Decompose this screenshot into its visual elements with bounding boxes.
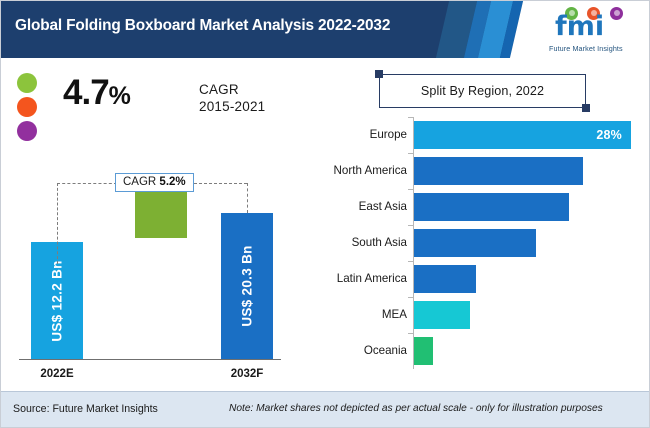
bar-2032f: US$ 20.3 Bn	[221, 213, 273, 359]
cagr-dot-purple-icon	[17, 121, 37, 141]
region-label-mea: MEA	[381, 308, 407, 321]
bar-2022e-label: US$ 12.2 Bn	[49, 259, 65, 342]
region-label-latin-america: Latin America	[336, 272, 407, 285]
cagr-connector-down-left	[57, 183, 58, 264]
region-bar-mea	[414, 301, 470, 329]
logo-bubble-orange-icon	[587, 7, 600, 20]
callout-handle-topleft-icon	[375, 70, 383, 78]
region-tick-east-asia	[408, 189, 413, 190]
cagr-annotation-value: 5.2%	[159, 176, 186, 188]
table-row: North America	[331, 153, 649, 189]
cagr-connector-down-right	[247, 183, 248, 213]
logo-bubble-purple-icon	[610, 7, 623, 20]
table-row: Latin America	[331, 261, 649, 297]
region-y-axis-line	[413, 117, 414, 369]
region-tick-oceania	[408, 333, 413, 334]
region-bar-oceania	[414, 337, 433, 365]
logo-wordmark: fmi	[555, 11, 605, 42]
header-bar: Global Folding Boxboard Market Analysis …	[1, 1, 649, 58]
logo-bubble-green-icon	[565, 7, 578, 20]
table-row: East Asia	[331, 189, 649, 225]
region-bar-south-asia	[414, 229, 536, 257]
region-bar-east-asia	[414, 193, 569, 221]
cagr-dot-orange-icon	[17, 97, 37, 117]
market-size-chart: CAGR 5.2% US$ 12.2 Bn US$ 20.3 Bn 2022E …	[9, 161, 309, 391]
table-row: Europe 28%	[331, 117, 649, 153]
x-axis-line	[19, 359, 281, 360]
callout-handle-bottomright-icon	[582, 104, 590, 112]
cagr-connector-left	[57, 183, 117, 184]
region-label-east-asia: East Asia	[358, 200, 407, 213]
cagr-connector-right	[189, 183, 247, 184]
cagr-caption-line2: 2015-2021	[199, 99, 266, 115]
footer-note-text: Note: Market shares not depicted as per …	[229, 403, 603, 414]
cagr-value: 4.7%	[63, 73, 131, 112]
region-bar-latin-america	[414, 265, 476, 293]
region-value-europe: 28%	[596, 128, 622, 142]
region-bar-europe: 28%	[414, 121, 631, 149]
cagr-dot-green-icon	[17, 73, 37, 93]
x-tick-2022e: 2022E	[40, 368, 74, 380]
cagr-annotation-prefix: CAGR	[123, 176, 160, 188]
bar-2032f-label: US$ 20.3 Bn	[239, 245, 255, 327]
table-row: South Asia	[331, 225, 649, 261]
x-tick-2032f: 2032F	[230, 368, 264, 380]
region-tick-mea	[408, 297, 413, 298]
cagr-number: 4.7	[63, 73, 110, 112]
region-label-north-america: North America	[333, 164, 407, 177]
cagr-caption: CAGR 2015-2021	[199, 81, 265, 116]
table-row: MEA	[331, 297, 649, 333]
region-tick-south-asia	[408, 225, 413, 226]
footer-source-text: Source: Future Market Insights	[13, 403, 158, 415]
region-label-south-asia: South Asia	[351, 236, 407, 249]
region-bar-north-america	[414, 157, 583, 185]
region-split-chart: Split By Region, 2022 Europe 28% North A…	[331, 65, 649, 383]
logo-tagline: Future Market Insights	[549, 44, 623, 53]
cagr-annotation-box: CAGR 5.2%	[115, 173, 194, 192]
region-label-oceania: Oceania	[363, 344, 407, 357]
footer-bar: Source: Future Market Insights Note: Mar…	[1, 391, 649, 427]
cagr-dot-group	[17, 73, 39, 141]
fmi-logo: fmi Future Market Insights	[541, 5, 645, 55]
region-tick-latin-america	[408, 261, 413, 262]
region-callout-title: Split By Region, 2022	[420, 84, 545, 98]
page-title: Global Folding Boxboard Market Analysis …	[15, 17, 391, 34]
region-tick-europe	[408, 117, 413, 118]
region-callout-box	[379, 74, 586, 108]
region-label-europe: Europe	[369, 128, 407, 141]
accent-square	[135, 189, 187, 238]
cagr-caption-line1: CAGR	[199, 82, 239, 97]
cagr-percent-symbol: %	[108, 82, 131, 110]
table-row: Oceania	[331, 333, 649, 369]
region-tick-north-america	[408, 153, 413, 154]
